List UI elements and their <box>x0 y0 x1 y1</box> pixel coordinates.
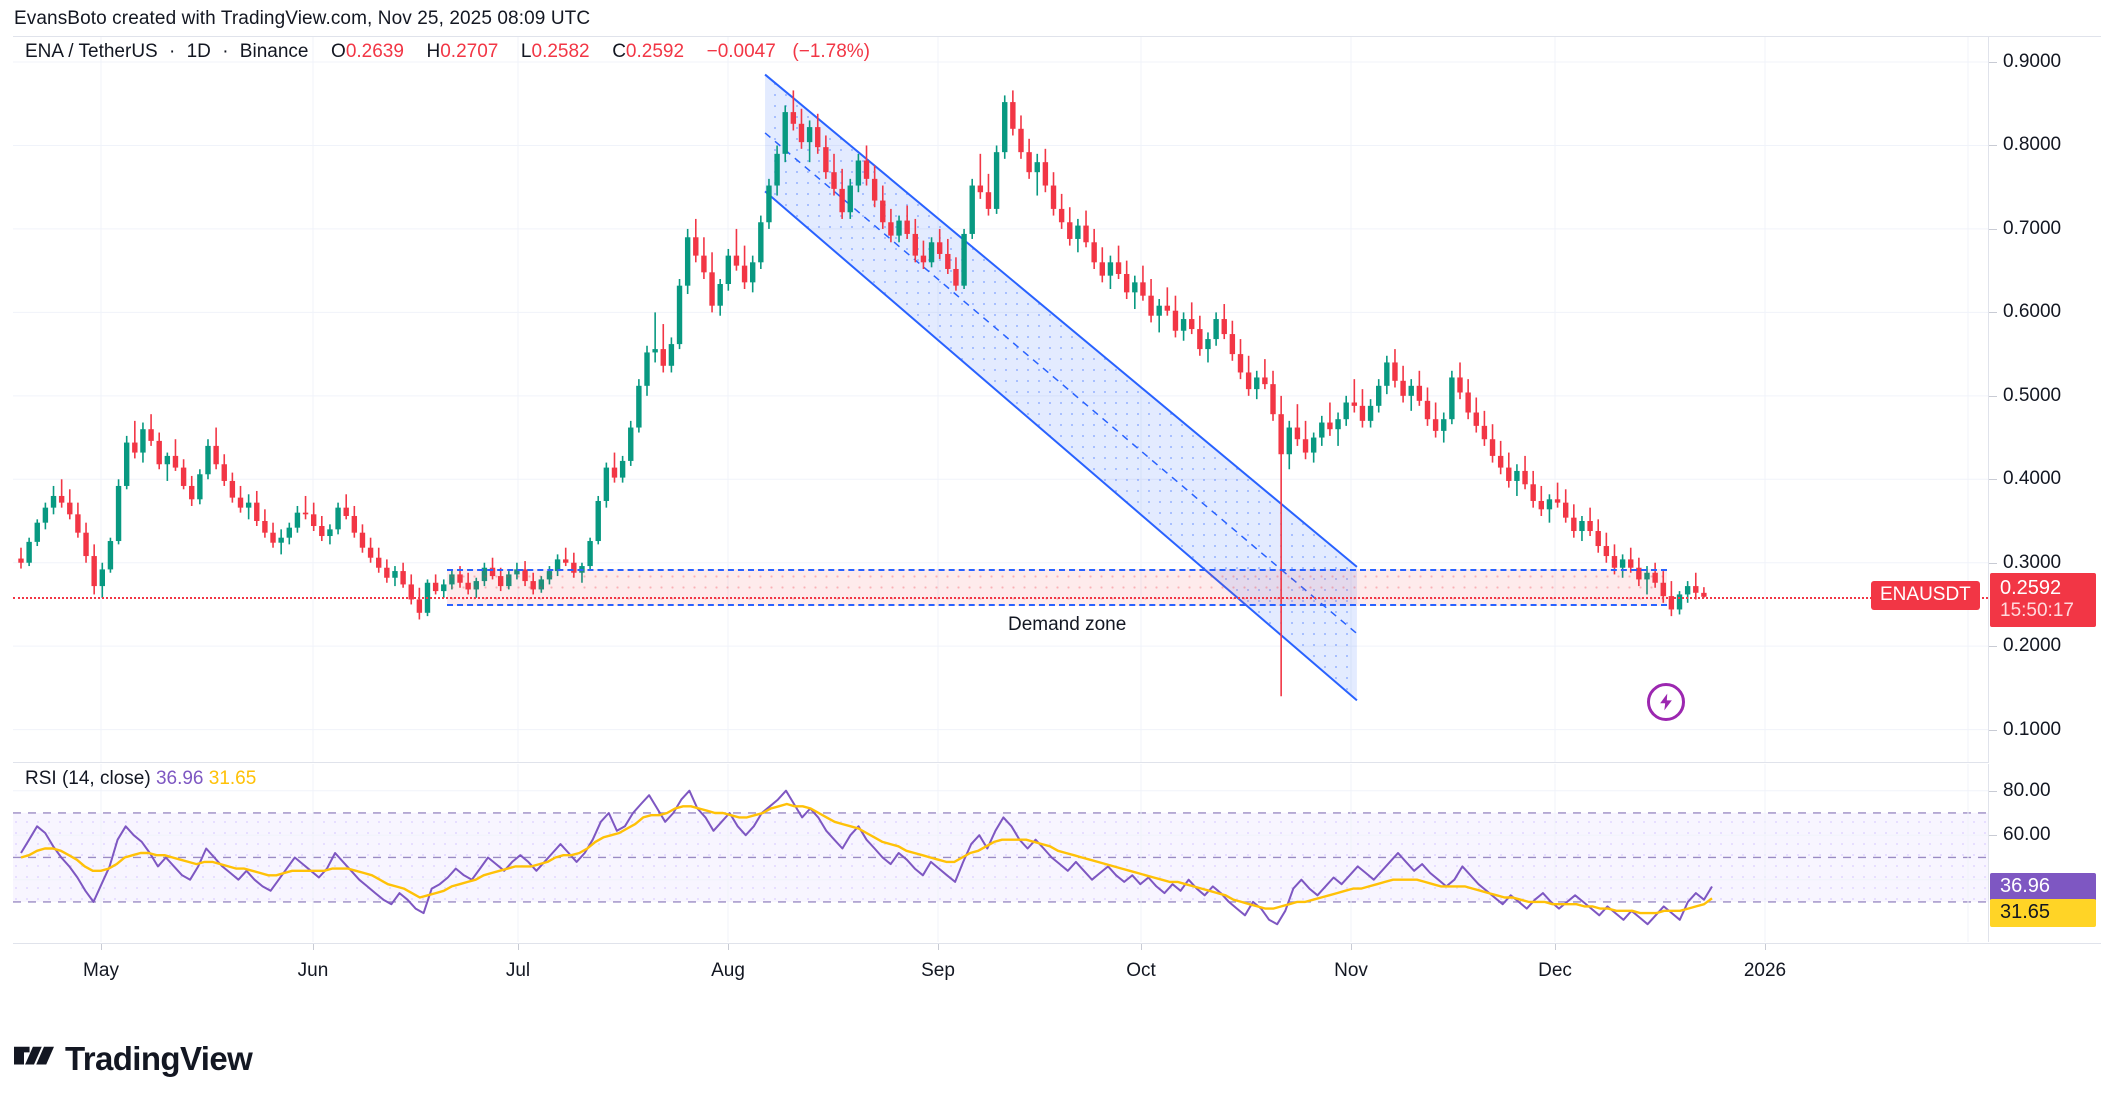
price-axis-label: 0.5000 <box>2003 384 2062 406</box>
rsi-axis-tick <box>1989 790 1997 792</box>
legend-sep-1: · <box>169 41 176 62</box>
rsi-pane[interactable]: RSI (14, close) 36.96 31.65 <box>13 764 1988 942</box>
current-price-badge: 0.2592 15:50:17 <box>1990 572 2096 627</box>
time-axis-label: Sep <box>921 960 955 981</box>
time-axis-label: Jun <box>297 960 329 981</box>
price-axis-label: 0.1000 <box>2003 718 2062 740</box>
tradingview-wordmark: TradingView <box>65 1040 253 1077</box>
rsi-axis-label: 60.00 <box>2003 824 2051 846</box>
legend-sep-2: · <box>222 41 229 62</box>
price-axis-tick <box>1989 729 1997 731</box>
demand-zone-label: Demand zone <box>1008 614 1127 636</box>
rsi-legend-title[interactable]: RSI (14, close) <box>25 768 151 789</box>
price-pane[interactable]: Demand zone ENA / TetherUS · 1D · Binanc… <box>13 37 1988 763</box>
price-axis-tick <box>1989 312 1997 314</box>
rsi-legend-value: 36.96 <box>155 768 204 789</box>
price-axis-label: 0.3000 <box>2003 551 2062 573</box>
time-axis-label: 2026 <box>1743 960 1787 981</box>
price-axis-label: 0.6000 <box>2003 301 2062 323</box>
time-axis-tick <box>1351 944 1352 950</box>
price-axis-label: 0.7000 <box>2003 217 2062 239</box>
legend-change: −0.0047 <box>706 41 776 62</box>
time-axis-label: Oct <box>1126 960 1156 981</box>
bar-countdown: 15:50:17 <box>2000 599 2074 621</box>
rsi-legend[interactable]: RSI (14, close) 36.96 31.65 <box>25 768 256 790</box>
rsi-ma-value-badge: 31.65 <box>1990 899 2096 928</box>
price-axis-label: 0.4000 <box>2003 468 2062 490</box>
legend-high-value: 0.2707 <box>440 41 499 62</box>
rsi-plot <box>13 764 1988 942</box>
attribution-text: EvansBoto created with TradingView.com, … <box>14 8 591 29</box>
legend-high-label: H <box>426 41 441 62</box>
legend-low-label: L <box>520 41 532 62</box>
time-axis-tick <box>1765 944 1766 950</box>
chart-frame: Demand zone ENA / TetherUS · 1D · Binanc… <box>13 36 2101 981</box>
time-axis-tick <box>938 944 939 950</box>
demand-zone-rectangle[interactable] <box>447 568 1667 607</box>
price-axis-tick <box>1989 395 1997 397</box>
rsi-axis[interactable]: 36.96 31.65 80.00 60.00 <box>1988 764 2101 942</box>
price-axis-tick <box>1989 62 1997 64</box>
price-axis-label: 0.2000 <box>2003 635 2062 657</box>
rsi-ma-legend-value: 31.65 <box>208 768 257 789</box>
legend-exchange[interactable]: Binance <box>239 41 309 62</box>
ticker-badge: ENAUSDT <box>1871 580 1980 610</box>
rsi-axis-tick <box>1989 835 1997 837</box>
price-axis-tick <box>1989 145 1997 147</box>
demand-zone-pattern <box>447 570 1667 605</box>
legend-change-percent: (−1.78%) <box>792 41 871 62</box>
legend-low-value: 0.2582 <box>531 41 590 62</box>
last-price-line <box>13 596 1988 599</box>
time-axis-label: Aug <box>711 960 745 981</box>
price-axis-tick <box>1989 562 1997 564</box>
time-axis-label: Jul <box>505 960 531 981</box>
lightning-bolt-icon[interactable] <box>1647 683 1685 722</box>
tradingview-logo-icon <box>14 1046 54 1065</box>
time-axis-tick <box>1555 944 1556 950</box>
time-axis-tick <box>313 944 314 950</box>
price-axis-tick <box>1989 646 1997 648</box>
time-axis-label: Nov <box>1334 960 1368 981</box>
bolt-glyph <box>1660 693 1672 711</box>
price-axis-label: 0.9000 <box>2003 51 2062 73</box>
time-axis-tick <box>518 944 519 950</box>
legend-close-label: C <box>612 41 626 62</box>
tradingview-footer-logo: TradingView <box>14 1040 253 1078</box>
rsi-axis-label: 80.00 <box>2003 779 2051 801</box>
legend-open-value: 0.2639 <box>345 41 404 62</box>
price-axis-tick <box>1989 228 1997 230</box>
rsi-value-badge: 36.96 <box>1990 873 2096 902</box>
price-legend[interactable]: ENA / TetherUS · 1D · Binance O0.2639 H0… <box>25 41 870 63</box>
time-axis-label: Dec <box>1538 960 1572 981</box>
legend-interval[interactable]: 1D <box>186 41 211 62</box>
time-axis-label: May <box>83 960 119 981</box>
price-axis-label: 0.8000 <box>2003 134 2062 156</box>
time-axis-tick <box>1141 944 1142 950</box>
legend-close-value: 0.2592 <box>625 41 685 62</box>
price-plot <box>13 37 1988 762</box>
price-axis-tick <box>1989 479 1997 481</box>
time-axis-tick <box>728 944 729 950</box>
legend-open-label: O <box>331 41 346 62</box>
current-price-value: 0.2592 <box>2000 576 2062 599</box>
legend-symbol[interactable]: ENA / TetherUS <box>25 41 158 62</box>
time-axis[interactable]: May Jun Jul Aug Sep Oct Nov Dec 2026 <box>13 943 2101 993</box>
time-axis-tick <box>101 944 102 950</box>
price-axis[interactable]: ENAUSDT 0.2592 15:50:17 0.9000 0.8000 0.70… <box>1871 37 2101 763</box>
